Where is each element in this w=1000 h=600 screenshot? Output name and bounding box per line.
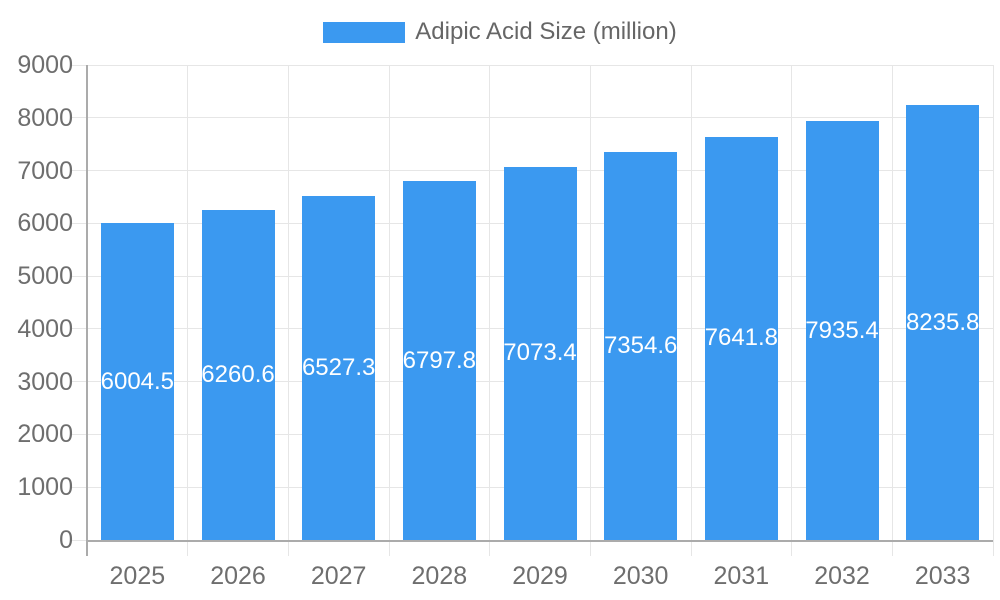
bar-2026: 6260.6 bbox=[201, 209, 275, 540]
x-axis-label-2027: 2027 bbox=[310, 562, 367, 590]
y-axis-label-4000: 4000 bbox=[17, 314, 73, 343]
x-gridline-6 bbox=[690, 65, 692, 556]
bar-value-label-2029: 7073.4 bbox=[503, 339, 577, 367]
x-axis-label-2029: 2029 bbox=[512, 562, 568, 590]
legend-item[interactable]: Adipic Acid Size (million) bbox=[323, 18, 677, 46]
x-axis-label-2031: 2031 bbox=[713, 562, 770, 590]
bar-2028: 6797.8 bbox=[403, 181, 476, 540]
y-axis-label-1000: 1000 bbox=[17, 473, 73, 502]
bar-value-label-2028: 6797.8 bbox=[402, 346, 477, 374]
x-gridline-4 bbox=[489, 65, 491, 556]
x-gridline-8 bbox=[891, 65, 893, 556]
x-gridline-3 bbox=[388, 65, 390, 556]
y-axis-label-0: 0 bbox=[59, 526, 73, 554]
legend-label: Adipic Acid Size (million) bbox=[415, 18, 677, 45]
x-axis-label-2032: 2032 bbox=[814, 562, 870, 590]
bar-2030: 7354.6 bbox=[603, 151, 678, 540]
bar-2032: 7935.4 bbox=[805, 121, 879, 540]
bar-2029: 7073.4 bbox=[503, 166, 577, 540]
bar-value-label-2030: 7354.6 bbox=[603, 331, 678, 359]
x-axis-label-2025: 2025 bbox=[109, 562, 166, 590]
x-axis-label-2033: 2033 bbox=[914, 562, 971, 590]
bar-value-label-2026: 6260.6 bbox=[201, 360, 275, 388]
x-gridline-7 bbox=[791, 65, 793, 556]
bar-2033: 8235.8 bbox=[906, 105, 979, 540]
x-gridline-1 bbox=[187, 65, 189, 556]
bar-value-label-2025: 6004.5 bbox=[100, 367, 175, 395]
y-axis-label-7000: 7000 bbox=[17, 156, 73, 185]
x-axis-line bbox=[87, 540, 993, 542]
x-gridline-9 bbox=[992, 65, 994, 556]
x-axis-label-2026: 2026 bbox=[210, 562, 266, 590]
bar-value-label-2027: 6527.3 bbox=[301, 353, 376, 381]
y-axis-label-3000: 3000 bbox=[17, 367, 73, 396]
legend-swatch bbox=[323, 21, 406, 43]
y-axis-label-2000: 2000 bbox=[17, 420, 73, 449]
x-axis-label-2030: 2030 bbox=[612, 562, 669, 590]
y-gridline-8000 bbox=[72, 117, 993, 119]
x-gridline-5 bbox=[589, 65, 591, 556]
bar-value-label-2032: 7935.4 bbox=[805, 316, 879, 344]
y-axis-label-6000: 6000 bbox=[17, 209, 73, 238]
bar-value-label-2033: 8235.8 bbox=[905, 308, 980, 336]
y-axis-label-8000: 8000 bbox=[17, 103, 73, 132]
y-axis-label-5000: 5000 bbox=[17, 262, 73, 291]
y-gridline-9000 bbox=[72, 64, 993, 66]
bar-2031: 7641.8 bbox=[704, 136, 779, 540]
y-axis-line bbox=[86, 65, 88, 556]
legend: Adipic Acid Size (million) bbox=[0, 18, 1000, 46]
bar-2025: 6004.5 bbox=[101, 223, 174, 540]
y-axis-label-9000: 9000 bbox=[17, 51, 73, 79]
bar-value-label-2031: 7641.8 bbox=[704, 324, 779, 352]
x-axis-label-2028: 2028 bbox=[411, 562, 468, 590]
x-gridline-2 bbox=[287, 65, 289, 556]
bar-2027: 6527.3 bbox=[301, 195, 376, 540]
